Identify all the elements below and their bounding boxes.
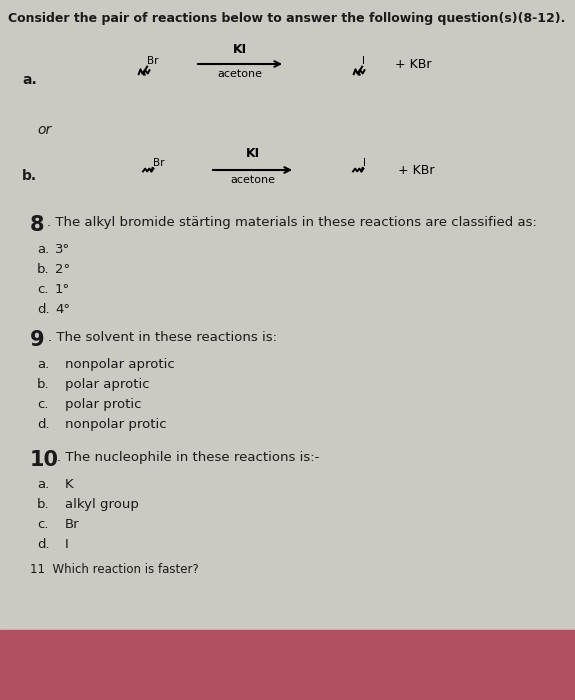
Text: K: K <box>65 478 74 491</box>
Text: polar protic: polar protic <box>65 398 141 411</box>
Text: 4°: 4° <box>55 303 70 316</box>
Text: I: I <box>363 158 366 168</box>
Text: acetone: acetone <box>217 69 263 79</box>
Text: I: I <box>362 57 365 66</box>
Text: Consider the pair of reactions below to answer the following question(s)(8-12).: Consider the pair of reactions below to … <box>8 12 566 25</box>
Text: . The nucleophile in these reactions is:-: . The nucleophile in these reactions is:… <box>57 451 319 464</box>
Text: b.: b. <box>37 263 49 276</box>
Text: 10: 10 <box>30 450 59 470</box>
Text: + KBr: + KBr <box>398 164 435 176</box>
Text: a.: a. <box>37 243 49 256</box>
Text: b.: b. <box>22 169 37 183</box>
Text: d.: d. <box>37 538 49 551</box>
Text: 11  Which reaction is faster?: 11 Which reaction is faster? <box>30 563 199 576</box>
Text: or: or <box>37 123 51 137</box>
Text: acetone: acetone <box>230 175 275 185</box>
Text: 8: 8 <box>30 215 44 235</box>
Text: a.: a. <box>37 358 49 371</box>
Text: b.: b. <box>37 378 49 391</box>
Bar <box>0 630 575 700</box>
Text: a.: a. <box>37 478 49 491</box>
Text: nonpolar protic: nonpolar protic <box>65 418 167 431</box>
Text: 2°: 2° <box>55 263 70 276</box>
Text: polar aprotic: polar aprotic <box>65 378 150 391</box>
Text: 9: 9 <box>30 330 45 350</box>
Text: 1°: 1° <box>55 283 70 296</box>
Text: KI: KI <box>246 147 259 160</box>
Text: ⊞  e: ⊞ e <box>271 648 303 663</box>
Text: c.: c. <box>37 398 48 411</box>
Text: c.: c. <box>37 283 48 296</box>
Text: I: I <box>65 538 69 551</box>
Text: b.: b. <box>37 498 49 511</box>
Text: c.: c. <box>37 518 48 531</box>
Text: KI: KI <box>233 43 247 56</box>
Text: 3°: 3° <box>55 243 70 256</box>
Text: a.: a. <box>22 73 37 87</box>
Text: alkyl group: alkyl group <box>65 498 139 511</box>
Text: Br: Br <box>152 158 164 168</box>
Text: + KBr: + KBr <box>395 57 431 71</box>
Text: . The alkyl bromide stärting materials in these reactions are classified as:: . The alkyl bromide stärting materials i… <box>47 216 537 229</box>
Text: . The solvent in these reactions is:: . The solvent in these reactions is: <box>48 331 277 344</box>
Text: d.: d. <box>37 303 49 316</box>
Text: d.: d. <box>37 418 49 431</box>
Text: Br: Br <box>147 57 159 66</box>
Text: nonpolar aprotic: nonpolar aprotic <box>65 358 175 371</box>
Text: Br: Br <box>65 518 79 531</box>
